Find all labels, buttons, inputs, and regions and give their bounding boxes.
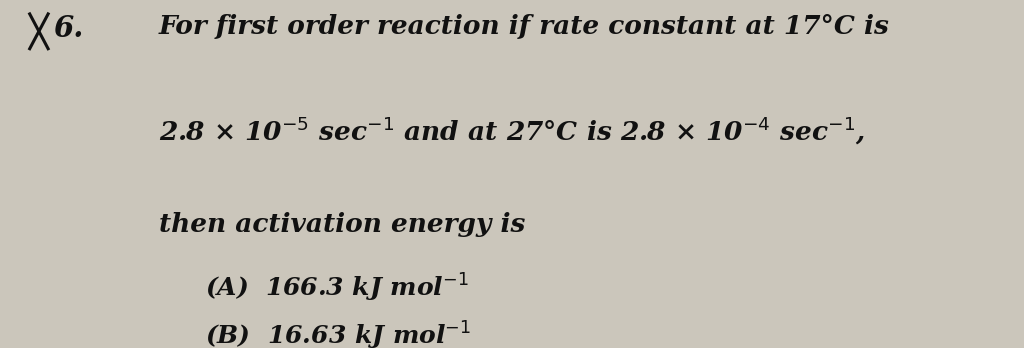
Text: (B)  16.63 kJ mol$^{-1}$: (B) 16.63 kJ mol$^{-1}$ xyxy=(205,320,471,348)
Text: 2.8 × 10$^{-5}$ sec$^{-1}$ and at 27°C is 2.8 × 10$^{-4}$ sec$^{-1}$,: 2.8 × 10$^{-5}$ sec$^{-1}$ and at 27°C i… xyxy=(159,115,864,147)
Text: (A)  166.3 kJ mol$^{-1}$: (A) 166.3 kJ mol$^{-1}$ xyxy=(205,271,469,304)
Text: 6.: 6. xyxy=(53,14,84,43)
Text: then activation energy is: then activation energy is xyxy=(159,212,525,237)
Text: For first order reaction if rate constant at 17°C is: For first order reaction if rate constan… xyxy=(159,14,890,39)
